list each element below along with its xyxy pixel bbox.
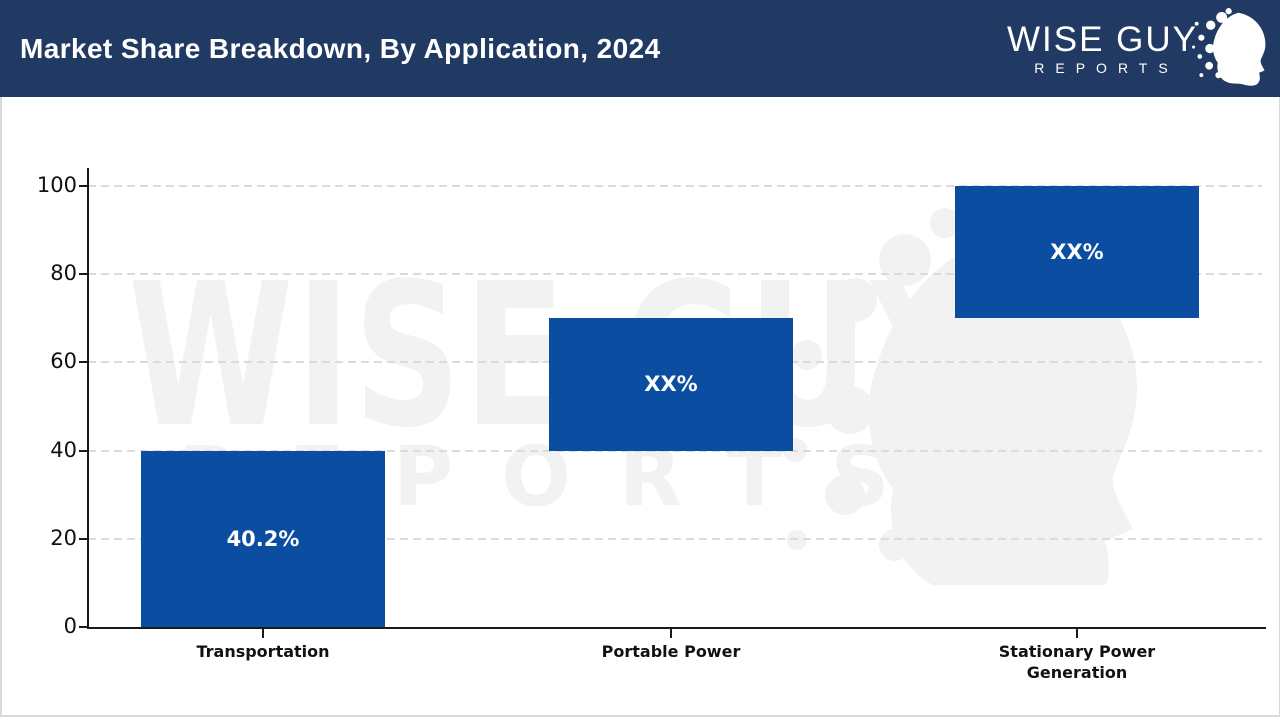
chart-title: Market Share Breakdown, By Application, … <box>20 32 661 64</box>
bar-2: XX% <box>955 186 1199 319</box>
bar-0: 40.2% <box>141 450 385 627</box>
bar-value-label-1: XX% <box>644 372 698 397</box>
y-tick-0 <box>79 626 87 628</box>
y-tick-label-80: 80 <box>50 261 77 286</box>
x-axis-line <box>87 627 1266 629</box>
y-tick-label-100: 100 <box>36 173 77 197</box>
x-tick-1 <box>670 629 672 638</box>
bar-value-label-0: 40.2% <box>226 526 300 551</box>
logo-subtitle: REPORTS <box>1034 60 1179 76</box>
x-category-label-2: Stationary Power Generation <box>998 642 1156 682</box>
bar-1: XX% <box>549 318 793 451</box>
y-tick-40 <box>79 449 87 452</box>
y-tick-label-40: 40 <box>50 437 77 462</box>
y-tick-80 <box>79 273 87 276</box>
gridline-20 <box>88 537 1262 540</box>
y-tick-100 <box>79 185 87 187</box>
y-axis-line <box>87 168 89 629</box>
x-tick-0 <box>262 629 264 638</box>
logo-text: WISE GUY REPORTS <box>1006 20 1198 77</box>
logo-wordmark: WISE GUY <box>1006 20 1198 59</box>
logo-face-icon <box>1192 8 1266 86</box>
gridline-40 <box>88 449 1262 452</box>
x-category-label-1: Portable Power <box>601 642 741 661</box>
y-tick-label-0: 0 <box>63 614 77 638</box>
y-tick-60 <box>79 361 87 364</box>
wise-guy-logo: WISE GUY REPORTS <box>1005 8 1270 90</box>
watermark-face-icon <box>752 205 1138 585</box>
header-bar: Market Share Breakdown, By Application, … <box>0 0 1280 97</box>
bar-value-label-2: XX% <box>1050 240 1104 265</box>
y-tick-label-60: 60 <box>50 349 77 374</box>
y-tick-label-20: 20 <box>50 525 77 550</box>
gridline-100 <box>88 185 1262 187</box>
y-tick-20 <box>79 537 87 540</box>
gridline-80 <box>88 273 1262 276</box>
x-category-label-0: Transportation <box>196 642 330 661</box>
x-tick-2 <box>1076 629 1078 638</box>
